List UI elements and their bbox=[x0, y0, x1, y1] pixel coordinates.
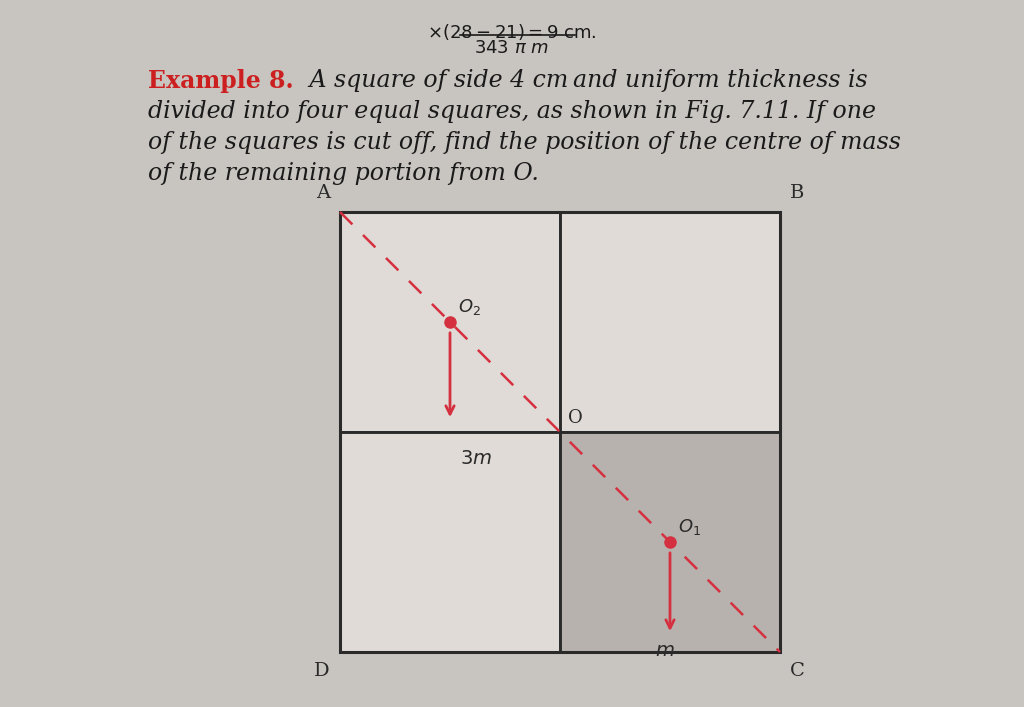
Bar bbox=[340, 212, 560, 432]
Text: $m$: $m$ bbox=[655, 642, 675, 660]
Bar bbox=[340, 432, 560, 652]
Text: $3m$: $3m$ bbox=[460, 450, 492, 468]
Text: $O_2$: $O_2$ bbox=[458, 297, 481, 317]
Bar bbox=[560, 212, 780, 432]
Text: divided into four equal squares, as shown in Fig. 7.11. If one: divided into four equal squares, as show… bbox=[148, 100, 876, 123]
Bar bbox=[340, 212, 780, 652]
Text: A square of side 4 cm and uniform thickness is: A square of side 4 cm and uniform thickn… bbox=[302, 69, 867, 92]
Text: A: A bbox=[315, 184, 330, 202]
Text: C: C bbox=[790, 662, 805, 680]
Text: of the squares is cut off, find the position of the centre of mass: of the squares is cut off, find the posi… bbox=[148, 131, 901, 154]
Text: O: O bbox=[568, 409, 583, 427]
Text: of the remaining portion from O.: of the remaining portion from O. bbox=[148, 162, 539, 185]
Text: Example 8.: Example 8. bbox=[148, 69, 294, 93]
Text: $343\ \pi\ m$: $343\ \pi\ m$ bbox=[474, 39, 550, 57]
Bar bbox=[560, 432, 780, 652]
Text: B: B bbox=[790, 184, 805, 202]
Text: D: D bbox=[314, 662, 330, 680]
Text: $\times (28-21) = 9\ \mathrm{cm}.$: $\times (28-21) = 9\ \mathrm{cm}.$ bbox=[427, 22, 597, 42]
Text: $O_1$: $O_1$ bbox=[678, 517, 701, 537]
